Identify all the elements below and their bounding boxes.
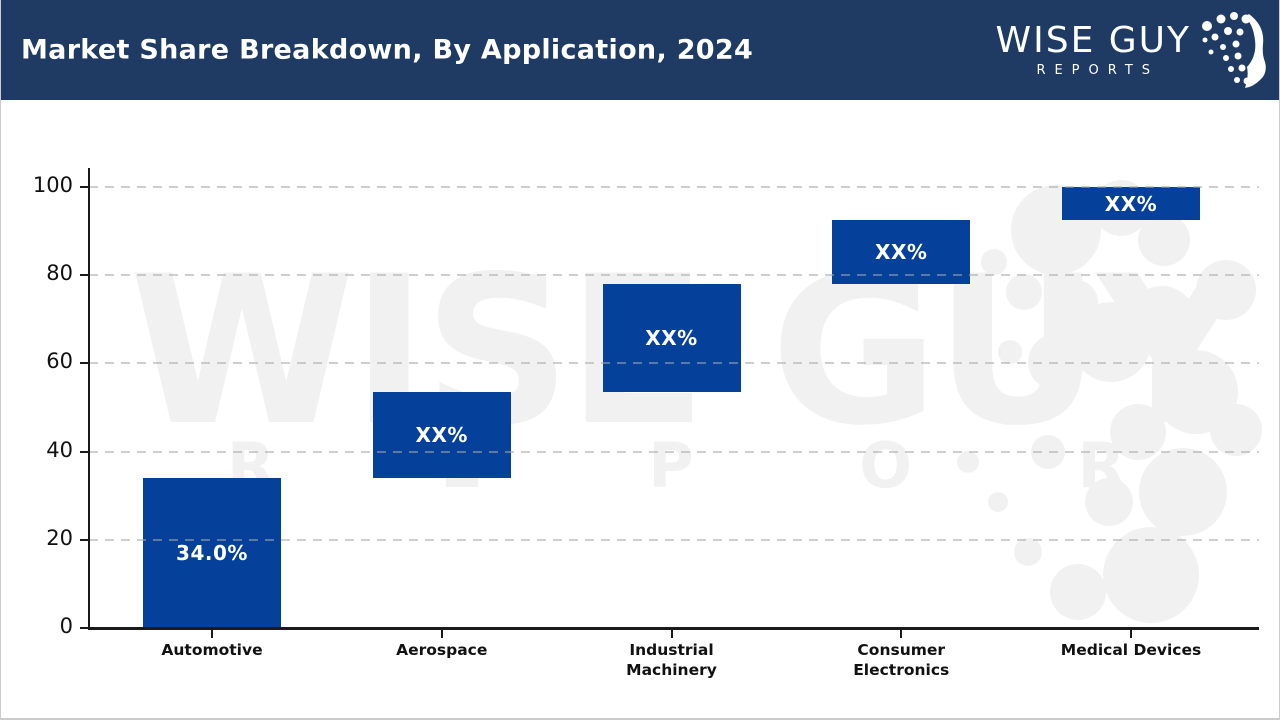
- y-tick-label: 20: [46, 525, 73, 550]
- x-tick-mark: [1130, 630, 1132, 638]
- y-tick-mark: [80, 274, 89, 277]
- category-label: Industrial Machinery: [562, 640, 782, 680]
- brand-face-icon: [1202, 12, 1266, 88]
- x-tick-mark: [900, 630, 903, 638]
- waterfall-chart: WISE GUY R E P O R T S 02040608010034.0%…: [1, 100, 1279, 718]
- y-tick-mark: [80, 538, 89, 541]
- bar-segment: 34.0%: [143, 478, 281, 628]
- x-axis-line: [88, 627, 1259, 630]
- brand-logo-text: WISE GUY REPORTS: [995, 19, 1192, 78]
- y-tick-label: 40: [46, 437, 73, 462]
- header-bar: Market Share Breakdown, By Application, …: [1, 0, 1279, 100]
- gridline: [89, 362, 1259, 365]
- gridline: [89, 538, 1259, 541]
- y-axis-line: [88, 168, 90, 630]
- category-label: Medical Devices: [1021, 640, 1241, 660]
- category-label: Aerospace: [332, 640, 552, 660]
- gridline: [89, 186, 1259, 188]
- category-label-line: Machinery: [626, 661, 717, 679]
- category-label-line: Medical Devices: [1060, 641, 1202, 659]
- gridline: [89, 450, 1259, 453]
- y-tick-mark: [80, 186, 89, 188]
- bar-value-label: XX%: [1104, 191, 1158, 216]
- page-title: Market Share Breakdown, By Application, …: [21, 34, 754, 66]
- y-tick-mark: [80, 450, 89, 453]
- y-tick-label: 100: [32, 173, 73, 197]
- bar-segment: XX%: [372, 392, 511, 479]
- y-tick-label: 80: [46, 261, 73, 286]
- category-label-line: Electronics: [853, 661, 950, 679]
- category-label-line: Consumer: [857, 641, 946, 659]
- category-label-line: Aerospace: [396, 641, 488, 659]
- bar-value-label: XX%: [415, 423, 468, 448]
- y-tick-label: 60: [46, 349, 73, 374]
- brand-name: WISE GUY: [995, 19, 1191, 61]
- brand-subname: REPORTS: [1036, 62, 1160, 78]
- x-tick-mark: [440, 630, 443, 638]
- y-tick-mark: [80, 627, 89, 629]
- category-label-line: Automotive: [161, 641, 263, 659]
- gridline: [89, 274, 1259, 277]
- bar-value-label: XX%: [645, 326, 698, 351]
- category-label: Automotive: [102, 640, 322, 660]
- bar-segment: XX%: [602, 284, 741, 393]
- bar-value-label: 34.0%: [176, 541, 248, 566]
- y-tick-mark: [80, 362, 89, 365]
- bar-segment: XX%: [832, 220, 971, 284]
- category-label-line: Industrial: [629, 641, 714, 659]
- bar-segment: XX%: [1062, 187, 1200, 221]
- category-label: Consumer Electronics: [791, 640, 1011, 680]
- brand-logo: WISE GUY REPORTS: [996, 10, 1268, 90]
- x-tick-mark: [211, 630, 213, 638]
- bar-value-label: XX%: [875, 240, 928, 265]
- x-tick-mark: [670, 630, 673, 638]
- y-tick-label: 0: [59, 614, 73, 638]
